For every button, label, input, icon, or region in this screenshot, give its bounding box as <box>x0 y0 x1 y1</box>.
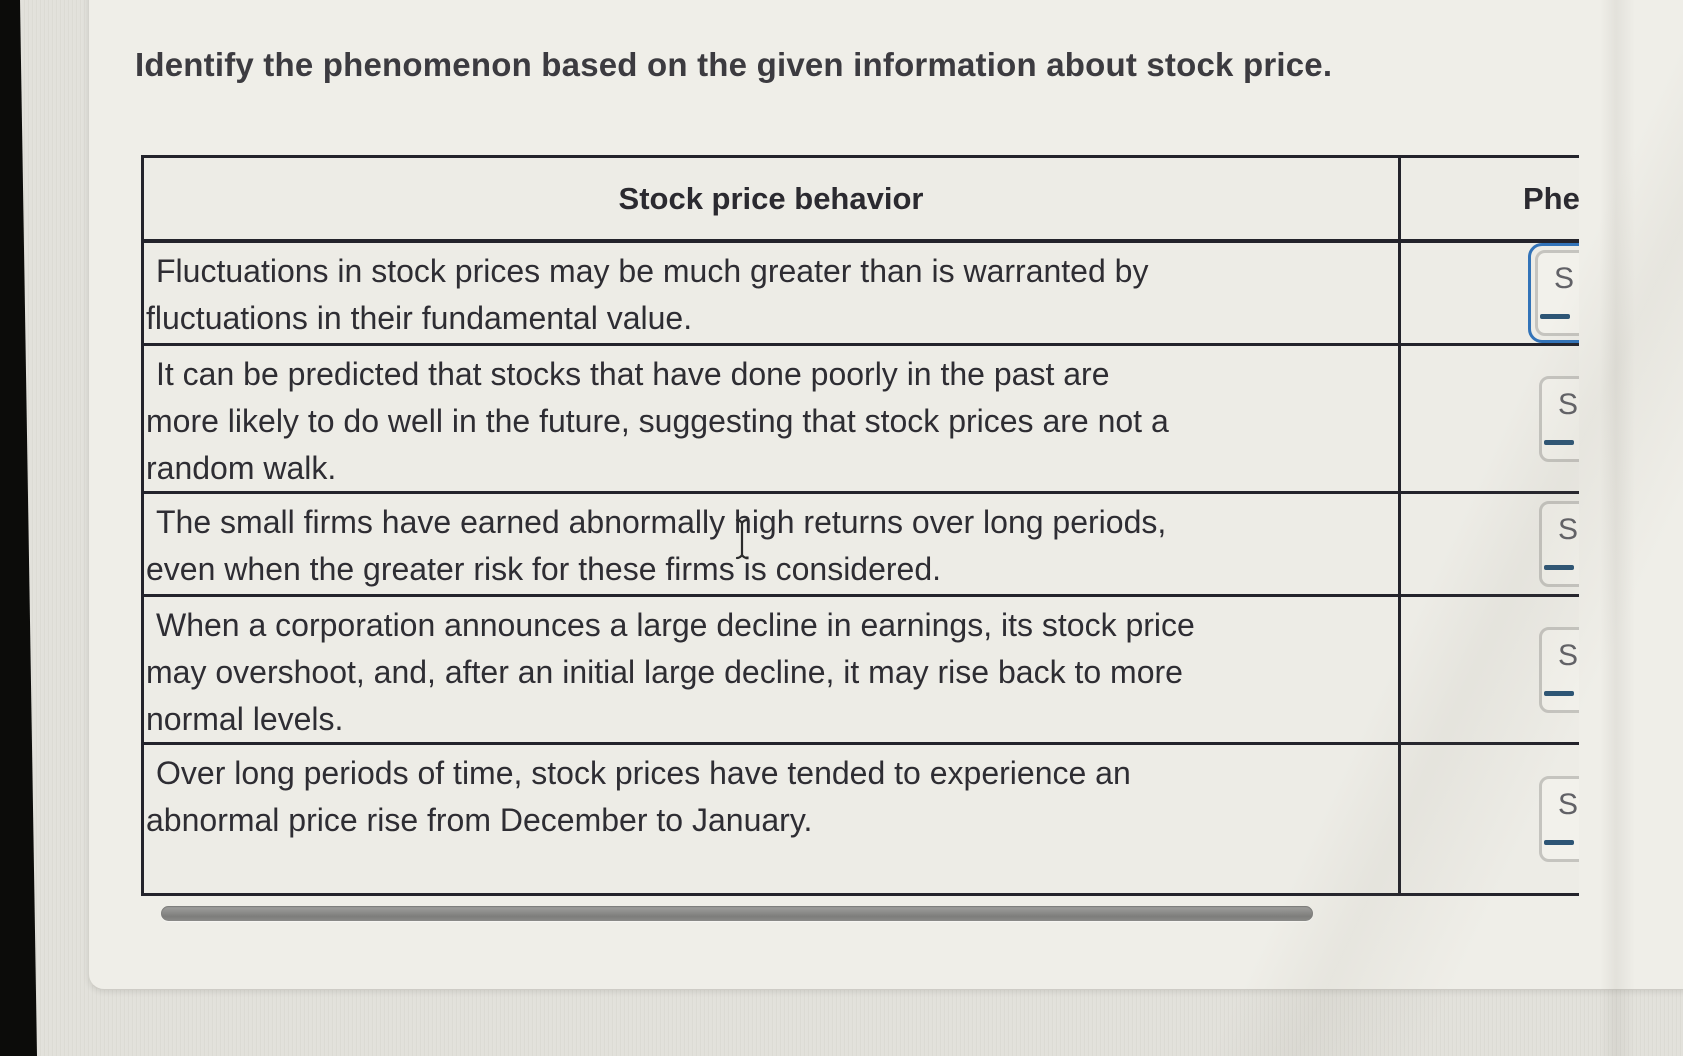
column-header-behavior: Stock price behavior <box>618 180 924 216</box>
behavior-text: Over long periods of time, stock prices … <box>146 755 1131 838</box>
answer-dash <box>1544 690 1574 696</box>
answer-dash <box>1544 565 1574 570</box>
table-row: The small firms have earned abnormally h… <box>144 491 1579 594</box>
table-row: Fluctuations in stock prices may be much… <box>144 240 1579 343</box>
column-header-phenomenon: Phenomenon <box>1523 180 1579 216</box>
question-card: Identify the phenomenon based on the giv… <box>88 0 1683 990</box>
table-row: When a corporation announces a large dec… <box>144 594 1579 742</box>
table-row: It can be predicted that stocks that hav… <box>144 343 1579 491</box>
table-scroll-viewport: Stock price behavior Phenomenon Fluctuat… <box>141 155 1579 899</box>
dropdown-focus-ring: S <box>1528 243 1579 343</box>
text-cursor-icon <box>734 518 750 565</box>
behavior-text: The small firms have earned abnormally h… <box>146 504 1167 587</box>
table-row: Over long periods of time, stock prices … <box>144 742 1579 893</box>
phenomenon-dropdown[interactable]: S <box>1535 250 1579 336</box>
behavior-text: Fluctuations in stock prices may be much… <box>146 253 1149 336</box>
dropdown-visible-text: S <box>1558 387 1579 421</box>
answer-dash <box>1544 840 1574 845</box>
phenomenon-dropdown[interactable]: S <box>1539 776 1579 862</box>
monitor-screen: Identify the phenomenon based on the giv… <box>20 0 1683 1056</box>
answer-dash <box>1544 439 1574 445</box>
table-header-row: Stock price behavior Phenomenon <box>144 158 1579 240</box>
phenomenon-dropdown[interactable]: S <box>1539 626 1579 713</box>
phenomenon-dropdown[interactable]: S <box>1539 375 1579 462</box>
question-title: Identify the phenomenon based on the giv… <box>135 46 1333 83</box>
dropdown-visible-text: S <box>1554 262 1575 295</box>
dropdown-visible-text: S <box>1558 513 1579 546</box>
behavior-text: When a corporation announces a large dec… <box>146 607 1195 737</box>
dropdown-visible-text: S <box>1558 788 1579 821</box>
behavior-text: It can be predicted that stocks that hav… <box>146 356 1169 486</box>
phenomenon-dropdown[interactable]: S <box>1539 501 1579 587</box>
dropdown-visible-text: S <box>1558 638 1579 672</box>
answer-dash <box>1540 314 1570 319</box>
phenomenon-table: Stock price behavior Phenomenon Fluctuat… <box>141 155 1579 896</box>
horizontal-scrollbar-thumb[interactable] <box>161 906 1313 921</box>
